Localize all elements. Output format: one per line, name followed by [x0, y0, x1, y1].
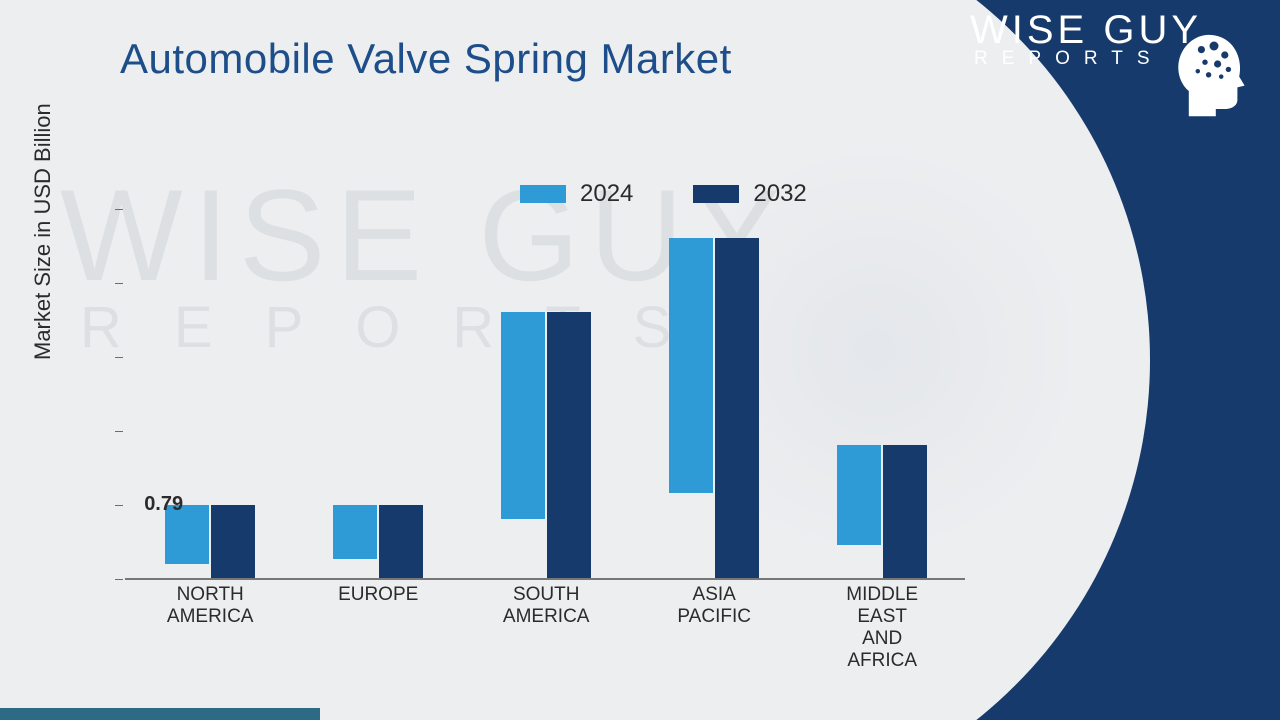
plot-area: NORTH AMERICA0.79 EUROPE SOUTH AMERICA ASIA… — [125, 210, 965, 580]
bar-value-label: 0.79 — [144, 493, 183, 516]
x-axis-label: EUROPE — [298, 584, 458, 606]
legend-item-2024: 2024 — [520, 180, 633, 208]
chart: NORTH AMERICA0.79 EUROPE SOUTH AMERICA ASIA… — [95, 210, 965, 580]
legend-item-2032: 2032 — [693, 180, 806, 208]
bar-2032 — [883, 445, 927, 578]
bar-group: SOUTH AMERICA — [486, 312, 606, 578]
x-axis-label: SOUTH AMERICA — [466, 584, 626, 628]
brand-head-icon — [1160, 28, 1250, 118]
stage: WISE GUY REPORTS Automobile Valve Spring… — [0, 0, 1280, 720]
legend-label-2032: 2032 — [753, 180, 806, 208]
bar-group: EUROPE — [318, 505, 438, 578]
bar-2024 — [837, 445, 881, 545]
legend-label-2024: 2024 — [580, 180, 633, 208]
y-ticks — [115, 210, 125, 580]
bar-2032 — [211, 505, 255, 578]
legend: 2024 2032 — [520, 180, 807, 208]
bar-group: NORTH AMERICA0.79 — [150, 505, 270, 578]
bar-group: ASIA PACIFIC — [654, 238, 774, 578]
bar-2032 — [547, 312, 591, 578]
legend-swatch-2024 — [520, 185, 566, 203]
bar-2024 — [333, 505, 377, 558]
brand-logo: WISE GUY REPORTS — [970, 10, 1270, 70]
bar-2032 — [715, 238, 759, 578]
x-axis-label: NORTH AMERICA — [130, 584, 290, 628]
x-axis-label: ASIA PACIFIC — [634, 584, 794, 628]
x-axis-label: MIDDLE EAST AND AFRICA — [802, 584, 962, 671]
chart-title: Automobile Valve Spring Market — [120, 35, 732, 83]
y-axis-label: Market Size in USD Billion — [30, 103, 56, 360]
bar-2024 — [501, 312, 545, 519]
bar-2024 — [669, 238, 713, 493]
legend-swatch-2032 — [693, 185, 739, 203]
bottom-accent-bar — [0, 708, 320, 720]
bar-group: MIDDLE EAST AND AFRICA — [822, 445, 942, 578]
bar-2032 — [379, 505, 423, 578]
